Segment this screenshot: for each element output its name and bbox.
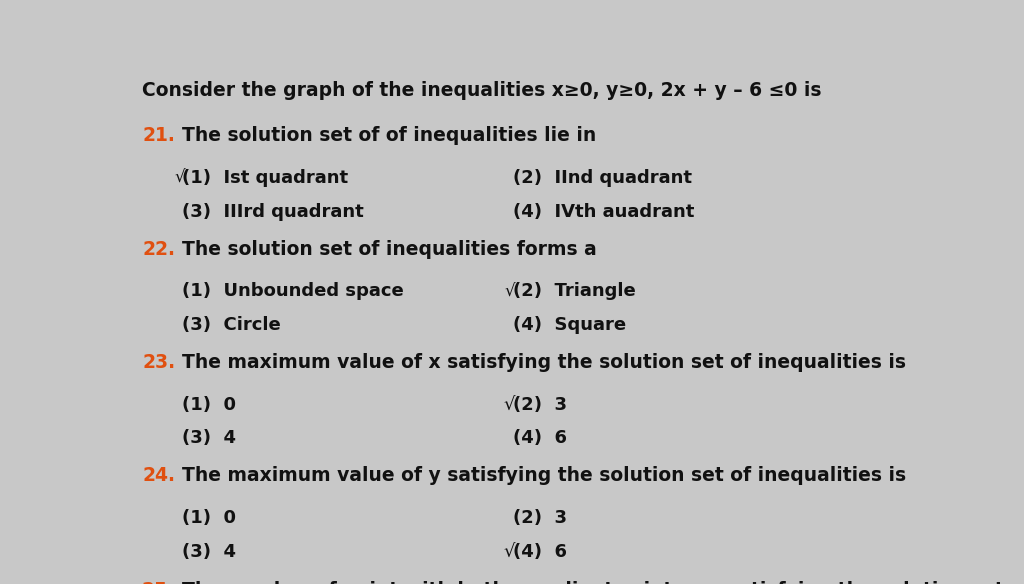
Text: √: √ [504, 543, 515, 561]
Text: (1)  0: (1) 0 [182, 395, 236, 413]
Text: The maximum value of y satisfying the solution set of inequalities is: The maximum value of y satisfying the so… [182, 466, 906, 485]
Text: √: √ [505, 282, 516, 300]
Text: 23.: 23. [142, 353, 175, 372]
Text: √: √ [174, 169, 184, 187]
Text: Consider the graph of the inequalities x≥0, y≥0, 2x + y – 6 ≤0 is: Consider the graph of the inequalities x… [142, 81, 822, 100]
Text: (2)  IInd quadrant: (2) IInd quadrant [513, 169, 692, 187]
Text: The solution set of inequalities forms a: The solution set of inequalities forms a [182, 239, 597, 259]
Text: (3)  Circle: (3) Circle [182, 316, 281, 334]
Text: (4)  IVth auadrant: (4) IVth auadrant [513, 203, 694, 221]
Text: (1)  0: (1) 0 [182, 509, 236, 527]
Text: (2)  Triangle: (2) Triangle [513, 282, 636, 300]
Text: (1)  Ist quadrant: (1) Ist quadrant [182, 169, 348, 187]
Text: (2)  3: (2) 3 [513, 509, 567, 527]
Text: 21.: 21. [142, 126, 175, 145]
Text: (4)  6: (4) 6 [513, 543, 567, 561]
Text: (4)  6: (4) 6 [513, 429, 567, 447]
Text: (3)  4: (3) 4 [182, 429, 236, 447]
Text: (3)  IIIrd quadrant: (3) IIIrd quadrant [182, 203, 364, 221]
Text: (4)  Square: (4) Square [513, 316, 626, 334]
Text: (3)  4: (3) 4 [182, 543, 236, 561]
Text: The number of point with both coordinates integer satisfying the solution set of: The number of point with both coordinate… [182, 581, 1024, 584]
Text: √: √ [504, 395, 515, 413]
Text: The solution set of of inequalities lie in: The solution set of of inequalities lie … [182, 126, 596, 145]
Text: 25: 25 [142, 581, 168, 584]
Text: The maximum value of x satisfying the solution set of inequalities is: The maximum value of x satisfying the so… [182, 353, 906, 372]
Text: 22.: 22. [142, 239, 175, 259]
Text: (2)  3: (2) 3 [513, 395, 567, 413]
Text: (1)  Unbounded space: (1) Unbounded space [182, 282, 403, 300]
Text: 24.: 24. [142, 466, 175, 485]
